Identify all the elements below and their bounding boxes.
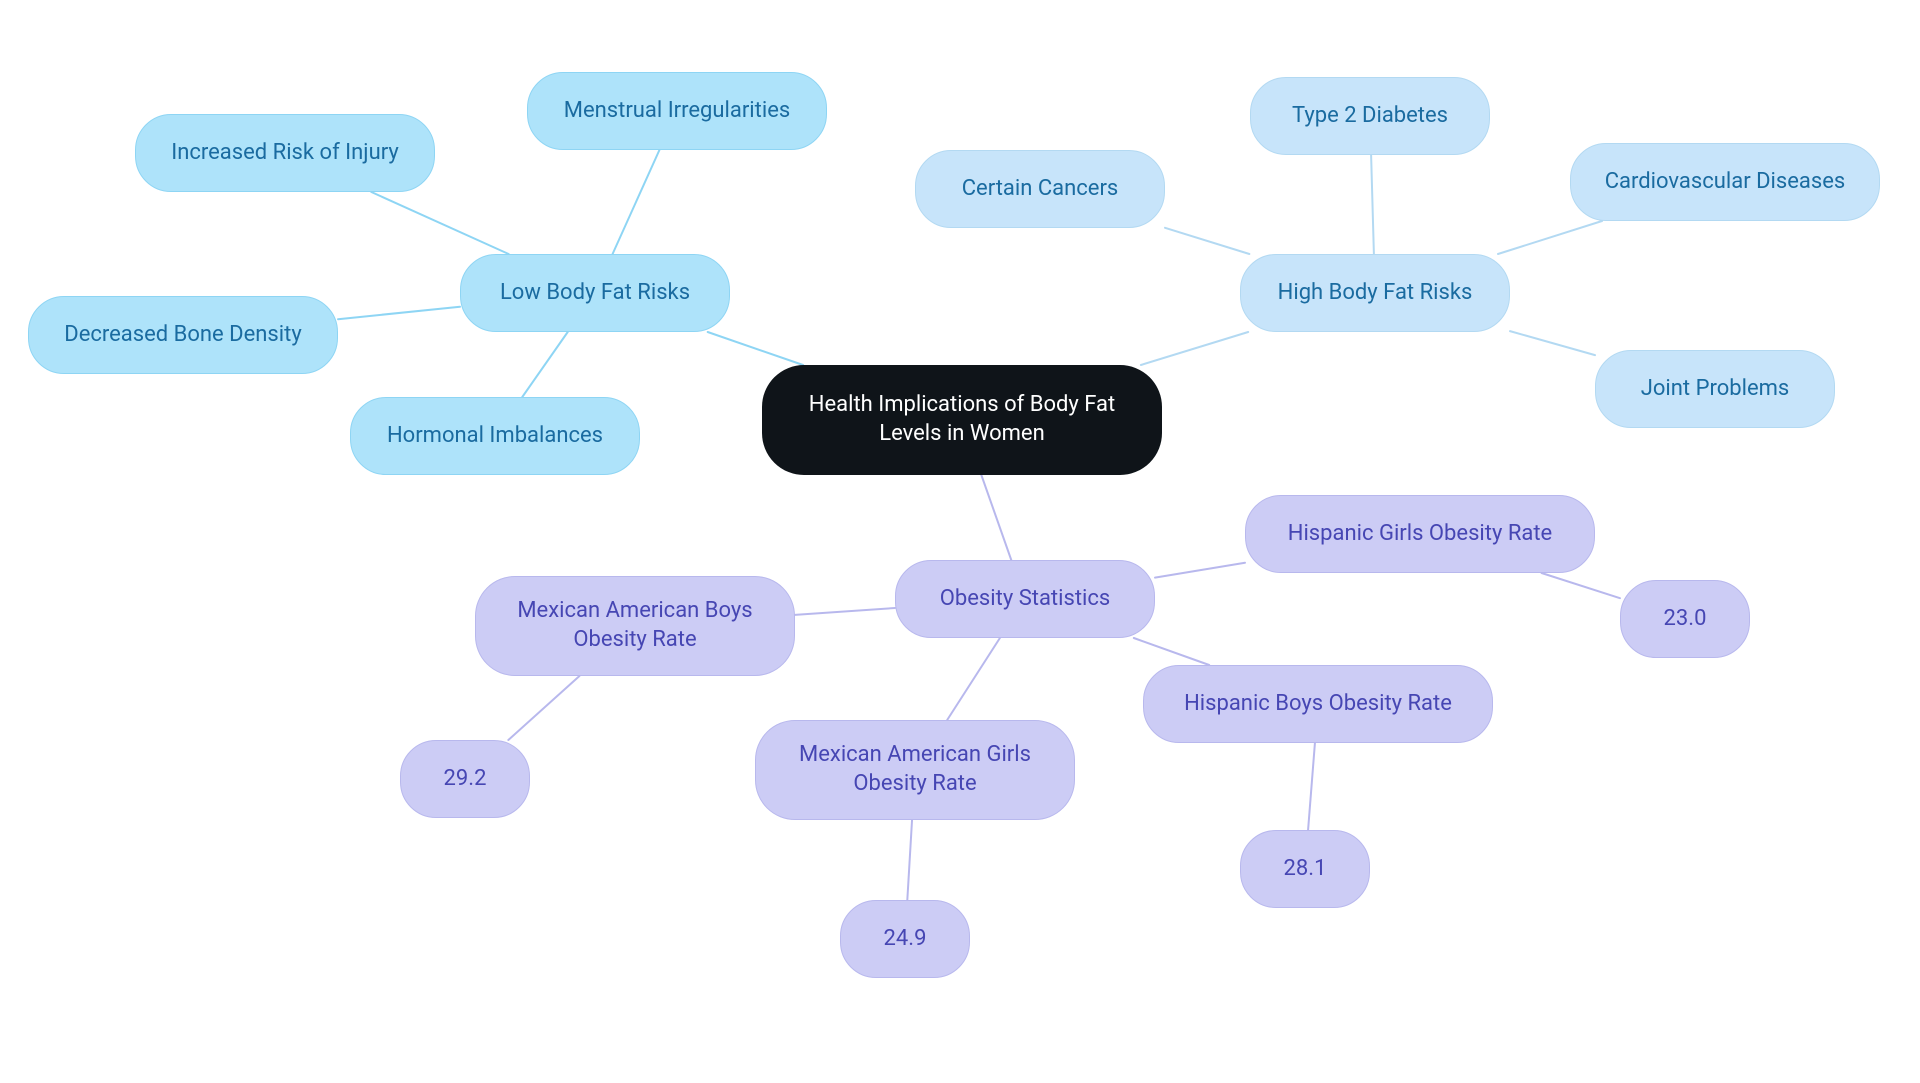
edge [1141,332,1248,365]
node-ob_hispgirls_val: 23.0 [1620,580,1750,658]
node-label: Increased Risk of Injury [171,139,399,168]
node-high: High Body Fat Risks [1240,254,1510,332]
edge [371,192,508,254]
node-label: Type 2 Diabetes [1292,102,1448,131]
node-low: Low Body Fat Risks [460,254,730,332]
edge [613,150,660,254]
edge [1155,563,1245,578]
node-low_horm: Hormonal Imbalances [350,397,640,475]
node-ob_mexboys: Mexican American BoysObesity Rate [475,576,795,676]
node-label: Joint Problems [1641,375,1790,404]
node-label: Hispanic Girls Obesity Rate [1288,520,1552,549]
node-label: 23.0 [1664,605,1707,634]
node-ob_mexboys_val: 29.2 [400,740,530,818]
node-label: Low Body Fat Risks [500,279,690,308]
node-label: 24.9 [884,925,927,954]
edge [1165,228,1249,254]
edge [508,676,579,740]
edge [1134,638,1209,665]
node-label: Menstrual Irregularities [564,97,790,126]
edge [947,638,1000,720]
node-high_cancer: Certain Cancers [915,150,1165,228]
node-high_cardio: Cardiovascular Diseases [1570,143,1880,221]
edge [1542,573,1620,598]
node-ob_hispboys_val: 28.1 [1240,830,1370,908]
node-label: Mexican American GirlsObesity Rate [799,741,1031,798]
node-label: Obesity Statistics [940,585,1110,614]
node-label: Decreased Bone Density [64,321,301,350]
mindmap-canvas: Health Implications of Body FatLevels in… [0,0,1920,1083]
edge [981,475,1011,560]
node-label: Cardiovascular Diseases [1605,168,1846,197]
node-label: Health Implications of Body FatLevels in… [809,391,1115,448]
node-label: Hispanic Boys Obesity Rate [1184,690,1452,719]
node-label: 29.2 [444,765,487,794]
node-low_mens: Menstrual Irregularities [527,72,827,150]
edge [1498,221,1602,254]
edge [1308,743,1315,830]
edge [338,307,460,319]
node-ob_mexgirls_val: 24.9 [840,900,970,978]
edge [522,332,567,397]
edge [907,820,912,900]
node-low_bone: Decreased Bone Density [28,296,338,374]
node-label: Hormonal Imbalances [387,422,603,451]
node-ob_mexgirls: Mexican American GirlsObesity Rate [755,720,1075,820]
node-ob_hispgirls: Hispanic Girls Obesity Rate [1245,495,1595,573]
node-label: Certain Cancers [962,175,1119,204]
node-ob_hispboys: Hispanic Boys Obesity Rate [1143,665,1493,743]
edge [1510,331,1595,355]
edge [1371,155,1374,254]
node-high_joint: Joint Problems [1595,350,1835,428]
node-label: Mexican American BoysObesity Rate [517,597,752,654]
node-low_injury: Increased Risk of Injury [135,114,435,192]
node-root: Health Implications of Body FatLevels in… [762,365,1162,475]
node-label: 28.1 [1284,855,1327,884]
edge [708,332,803,365]
edge [795,608,895,615]
node-high_diab: Type 2 Diabetes [1250,77,1490,155]
node-obesity: Obesity Statistics [895,560,1155,638]
node-label: High Body Fat Risks [1278,279,1473,308]
